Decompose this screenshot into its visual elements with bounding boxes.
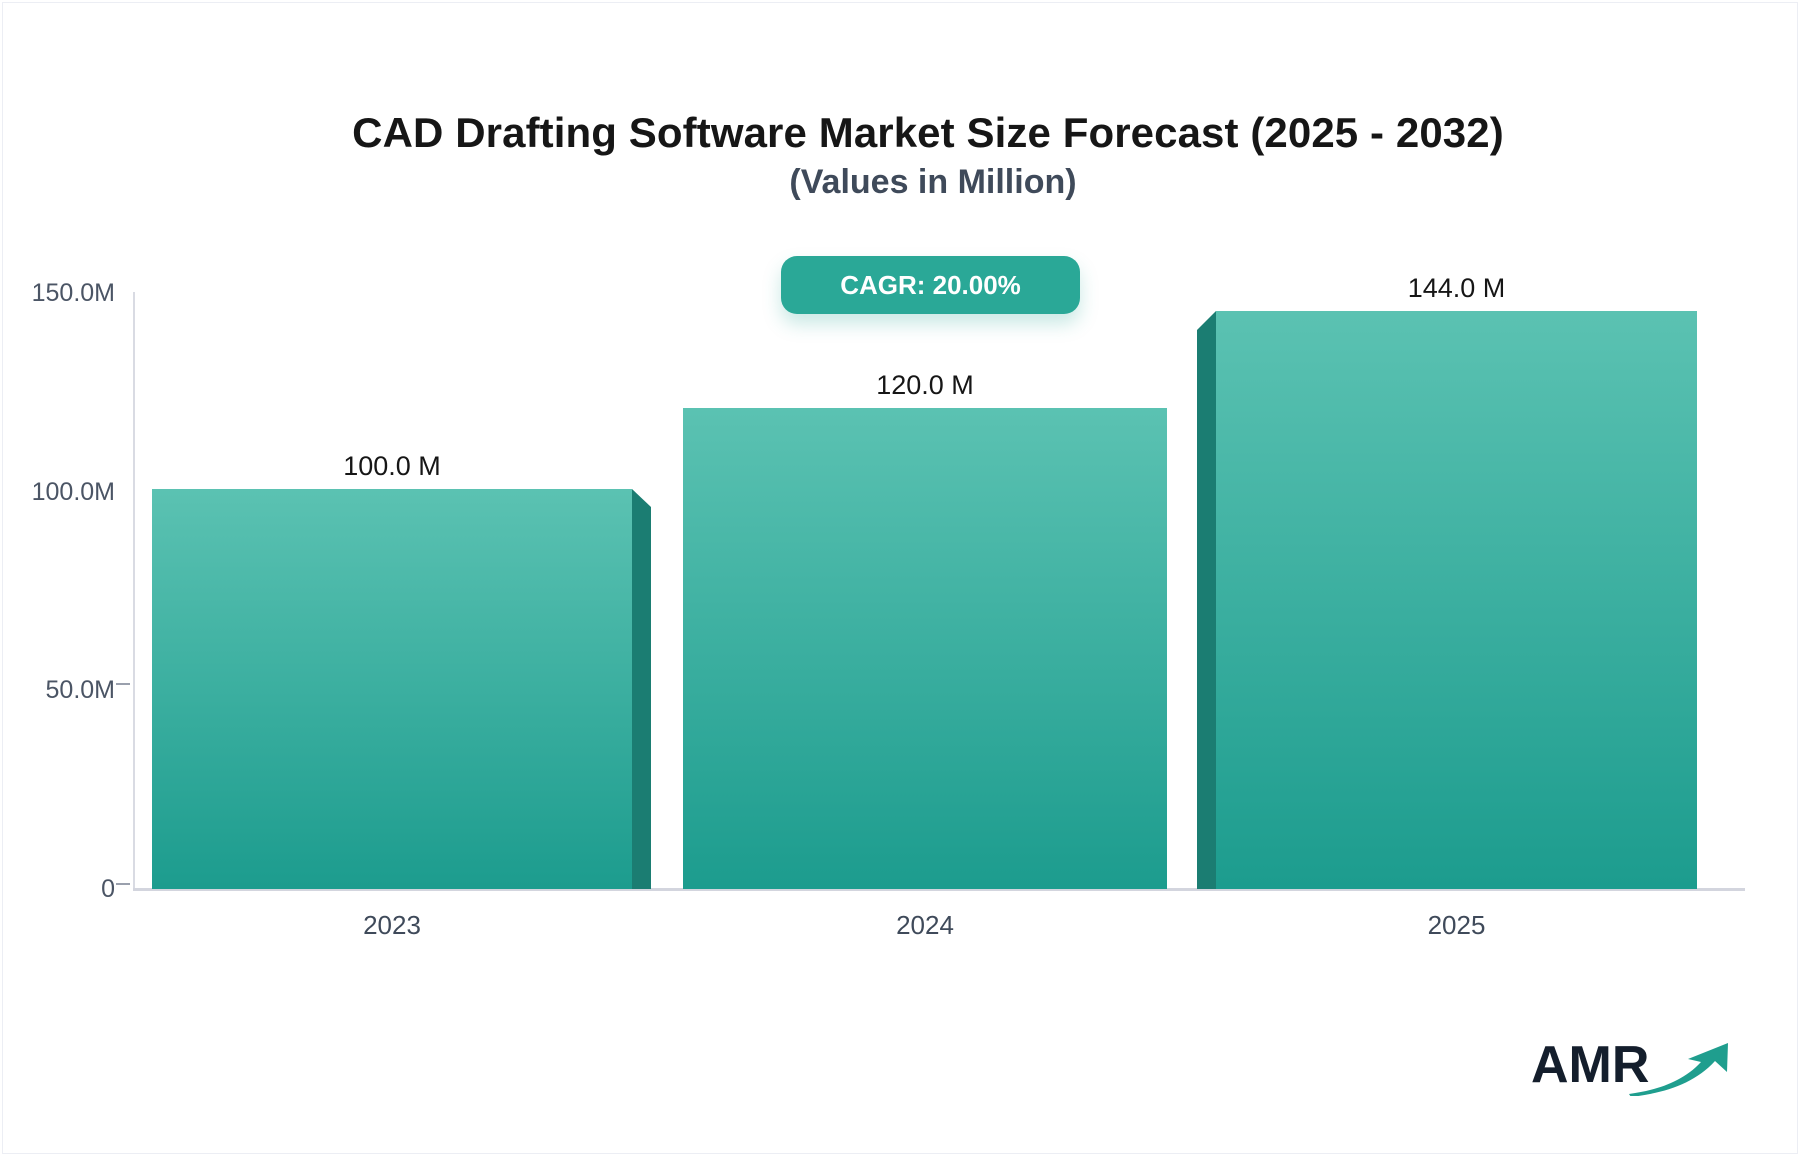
- svg-text:AMR: AMR: [1531, 1036, 1649, 1094]
